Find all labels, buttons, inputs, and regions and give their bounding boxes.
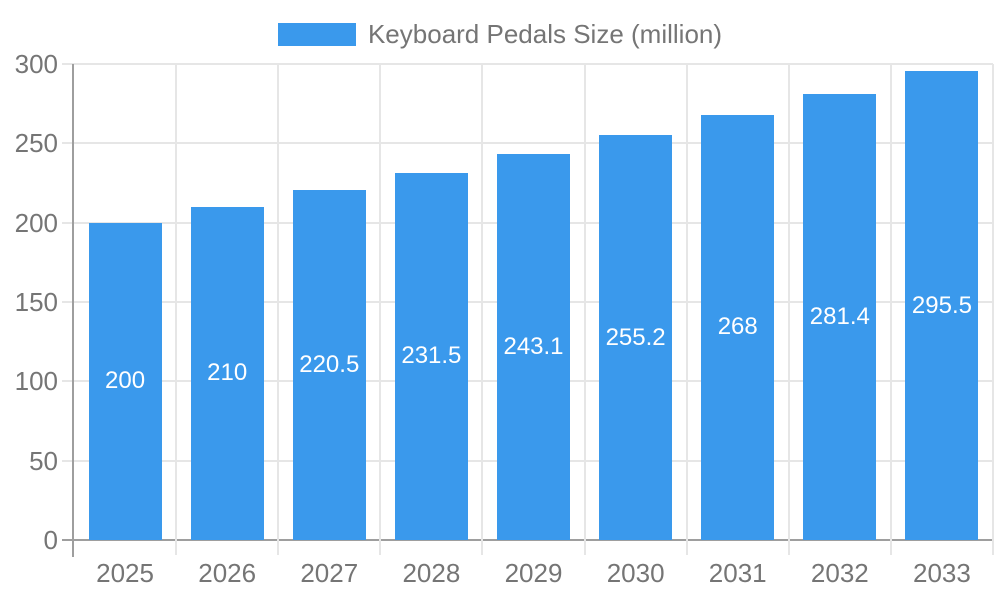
y-axis-tick-label: 100 xyxy=(14,366,58,397)
legend-swatch[interactable] xyxy=(277,23,356,46)
v-gridline xyxy=(685,64,688,540)
v-gridline xyxy=(481,64,484,540)
x-axis-tick xyxy=(481,540,484,555)
chart-legend[interactable]: Keyboard Pedals Size (million) xyxy=(0,19,1000,50)
y-axis-line xyxy=(72,64,74,557)
x-axis-tick-label: 2029 xyxy=(504,558,563,588)
v-gridline xyxy=(992,64,994,540)
x-axis-tick xyxy=(175,540,178,555)
bar-value-label: 231.5 xyxy=(401,342,462,370)
v-gridline xyxy=(175,64,178,540)
y-axis-tick-label: 200 xyxy=(14,207,58,238)
bar-value-label: 210 xyxy=(207,359,248,387)
x-axis-tick xyxy=(379,540,382,555)
bar-value-label: 220.5 xyxy=(299,351,360,379)
bar-value-label: 243.1 xyxy=(503,333,564,361)
x-axis-tick-label: 2031 xyxy=(708,558,767,588)
bar-2025[interactable] xyxy=(88,222,162,540)
bar-2032[interactable] xyxy=(803,93,877,540)
x-axis-tick xyxy=(992,540,994,555)
v-gridline xyxy=(277,64,280,540)
x-axis-tick-label: 2027 xyxy=(300,558,359,588)
x-axis-tick-label: 2028 xyxy=(402,558,461,588)
y-axis-tick-label: 150 xyxy=(14,287,58,317)
x-axis-tick xyxy=(685,540,688,555)
x-axis-tick-label: 2025 xyxy=(96,558,154,588)
y-axis-tick-label: 50 xyxy=(29,445,58,476)
x-axis-tick xyxy=(277,540,280,555)
x-axis-tick xyxy=(583,540,586,555)
x-axis-tick xyxy=(787,540,790,555)
h-gridline xyxy=(62,63,993,65)
v-gridline xyxy=(583,64,586,540)
bar-value-label: 255.2 xyxy=(605,323,666,351)
bar-value-label: 295.5 xyxy=(911,291,972,319)
y-axis-tick-label: 0 xyxy=(43,525,58,555)
bar-2027[interactable] xyxy=(292,190,366,540)
v-gridline xyxy=(787,64,790,540)
y-axis-tick-label: 300 xyxy=(14,49,58,79)
x-axis-tick-label: 2033 xyxy=(913,558,971,588)
bar-2026[interactable] xyxy=(190,206,264,540)
bar-2031[interactable] xyxy=(701,114,775,540)
bar-value-label: 268 xyxy=(717,313,758,341)
bar-2033[interactable] xyxy=(905,71,979,540)
x-axis-tick-label: 2026 xyxy=(198,558,257,588)
bar-2028[interactable] xyxy=(394,172,468,540)
x-axis-tick xyxy=(889,540,892,555)
v-gridline xyxy=(889,64,892,540)
legend-label[interactable]: Keyboard Pedals Size (million) xyxy=(367,19,723,49)
x-axis-tick-label: 2032 xyxy=(810,558,869,588)
bar-value-label: 200 xyxy=(105,367,146,395)
y-axis-tick-label: 250 xyxy=(14,128,58,159)
bar-2029[interactable] xyxy=(497,154,570,540)
bar-value-label: 281.4 xyxy=(809,302,870,330)
x-axis-tick-label: 2030 xyxy=(606,558,665,588)
bar-2030[interactable] xyxy=(599,135,673,540)
h-gridline xyxy=(62,142,993,145)
v-gridline xyxy=(379,64,382,540)
x-axis-line xyxy=(62,539,993,541)
